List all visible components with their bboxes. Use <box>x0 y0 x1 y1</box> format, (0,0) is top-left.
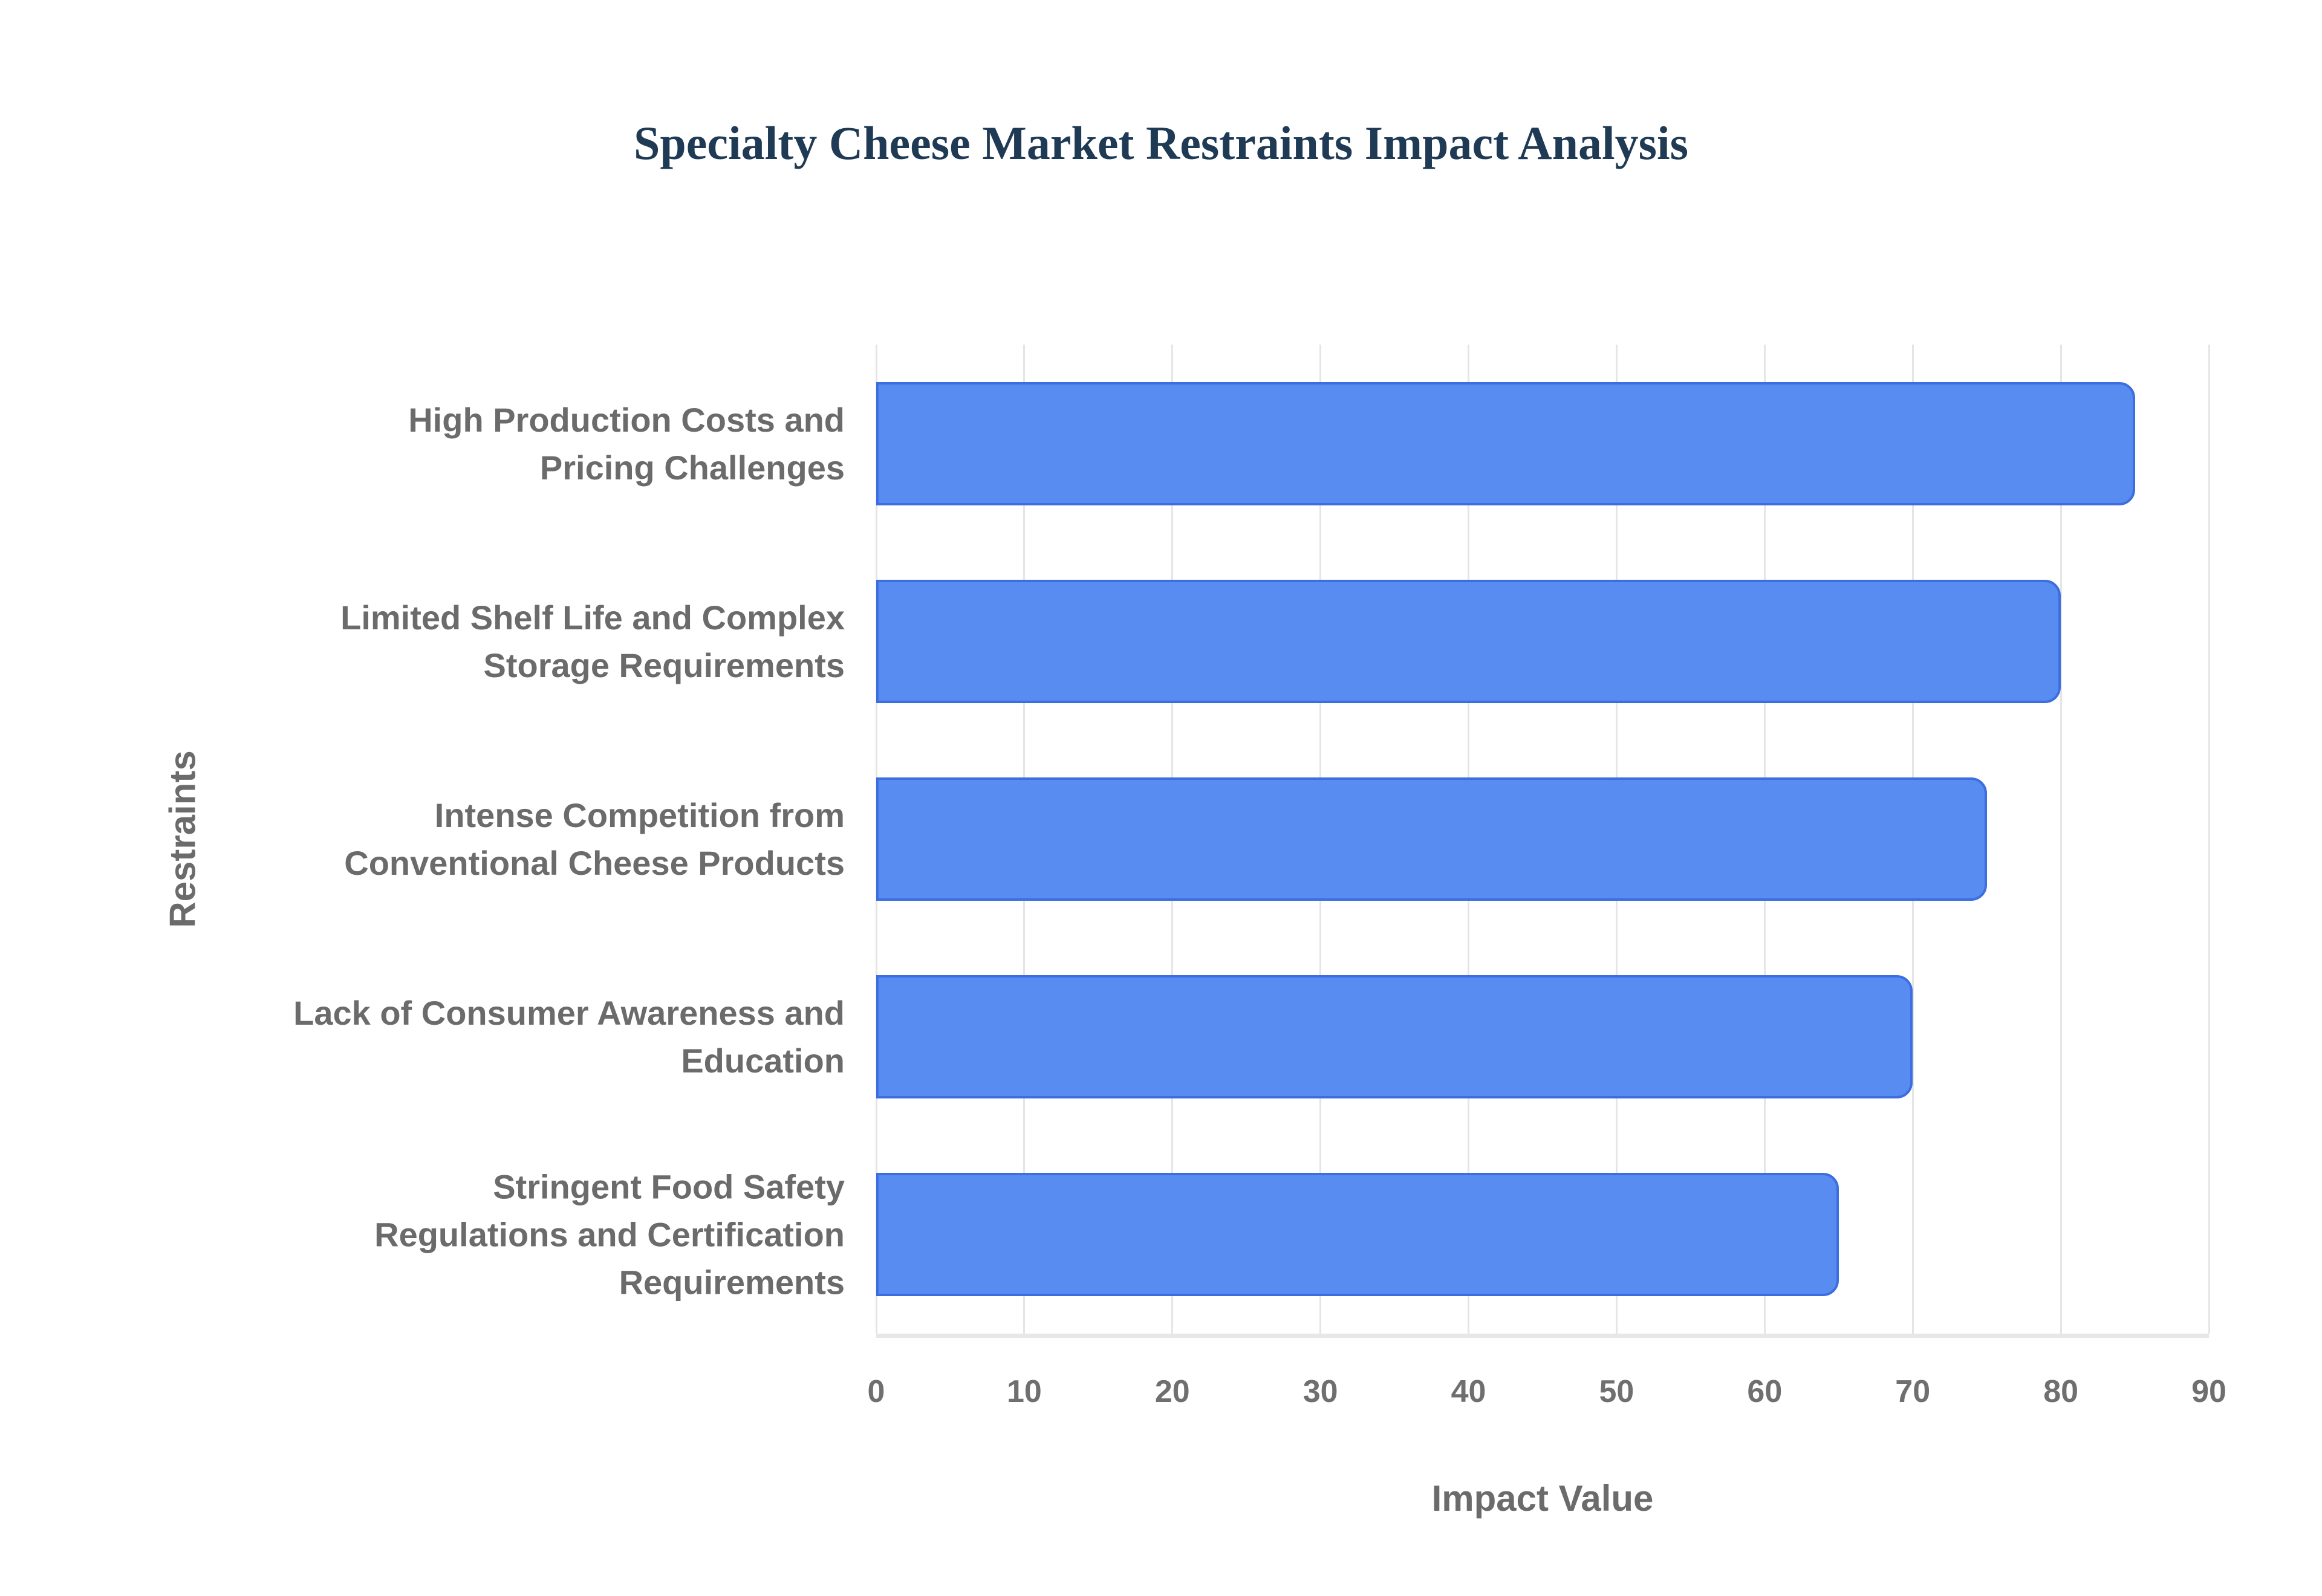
category-label-line: Conventional Cheese Products <box>344 844 845 882</box>
category-label-line: Storage Requirements <box>483 646 845 684</box>
category-label-line: Limited Shelf Life and Complex <box>340 598 845 637</box>
x-tick-label-40: 40 <box>1451 1374 1486 1409</box>
category-label-line: Intense Competition from <box>434 796 845 834</box>
category-label-2: Limited Shelf Life and Complex Storage Re… <box>218 594 845 689</box>
x-tick-label-10: 10 <box>1006 1374 1042 1409</box>
x-tick-label-50: 50 <box>1599 1374 1634 1409</box>
gridline-x-90 <box>2208 345 2210 1334</box>
x-tick-label-80: 80 <box>2043 1374 2079 1409</box>
category-label-3: Intense Competition from Conventional Che… <box>218 791 845 887</box>
bar-2 <box>876 579 2061 703</box>
x-tick-label-70: 70 <box>1895 1374 1931 1409</box>
chart-title: Specialty Cheese Market Restraints Impac… <box>634 117 1688 169</box>
category-label-1: High Production Costs and Pricing Challen… <box>218 396 845 491</box>
x-tick-label-60: 60 <box>1747 1374 1783 1409</box>
bar-4 <box>876 975 1913 1099</box>
category-label-4: Lack of Consumer Awareness and Education <box>218 989 845 1085</box>
category-label-line: High Production Costs and <box>408 400 845 439</box>
plot-area <box>875 345 2210 1334</box>
category-label-line: Stringent Food Safety <box>493 1167 845 1206</box>
category-label-5: Stringent Food Safety Regulations and Cer… <box>218 1163 845 1306</box>
bar-5 <box>876 1173 1839 1297</box>
x-tick-label-30: 30 <box>1302 1374 1338 1409</box>
category-label-line: Requirements <box>619 1263 845 1302</box>
x-axis-title: Impact Value <box>1431 1478 1654 1519</box>
x-tick-label-20: 20 <box>1154 1374 1190 1409</box>
category-label-line: Pricing Challenges <box>539 448 845 487</box>
category-label-line: Education <box>681 1042 845 1080</box>
x-tick-label-0: 0 <box>867 1374 885 1409</box>
bar-3 <box>876 777 1987 901</box>
category-label-line: Regulations and Certification <box>374 1215 845 1254</box>
y-axis-title: Restraints <box>162 750 203 928</box>
bar-1 <box>876 381 2135 505</box>
gridline-x-80 <box>2060 345 2062 1334</box>
x-tick-label-90: 90 <box>2191 1374 2226 1409</box>
category-label-line: Lack of Consumer Awareness and <box>293 994 845 1033</box>
x-axis-line <box>876 1334 2209 1338</box>
